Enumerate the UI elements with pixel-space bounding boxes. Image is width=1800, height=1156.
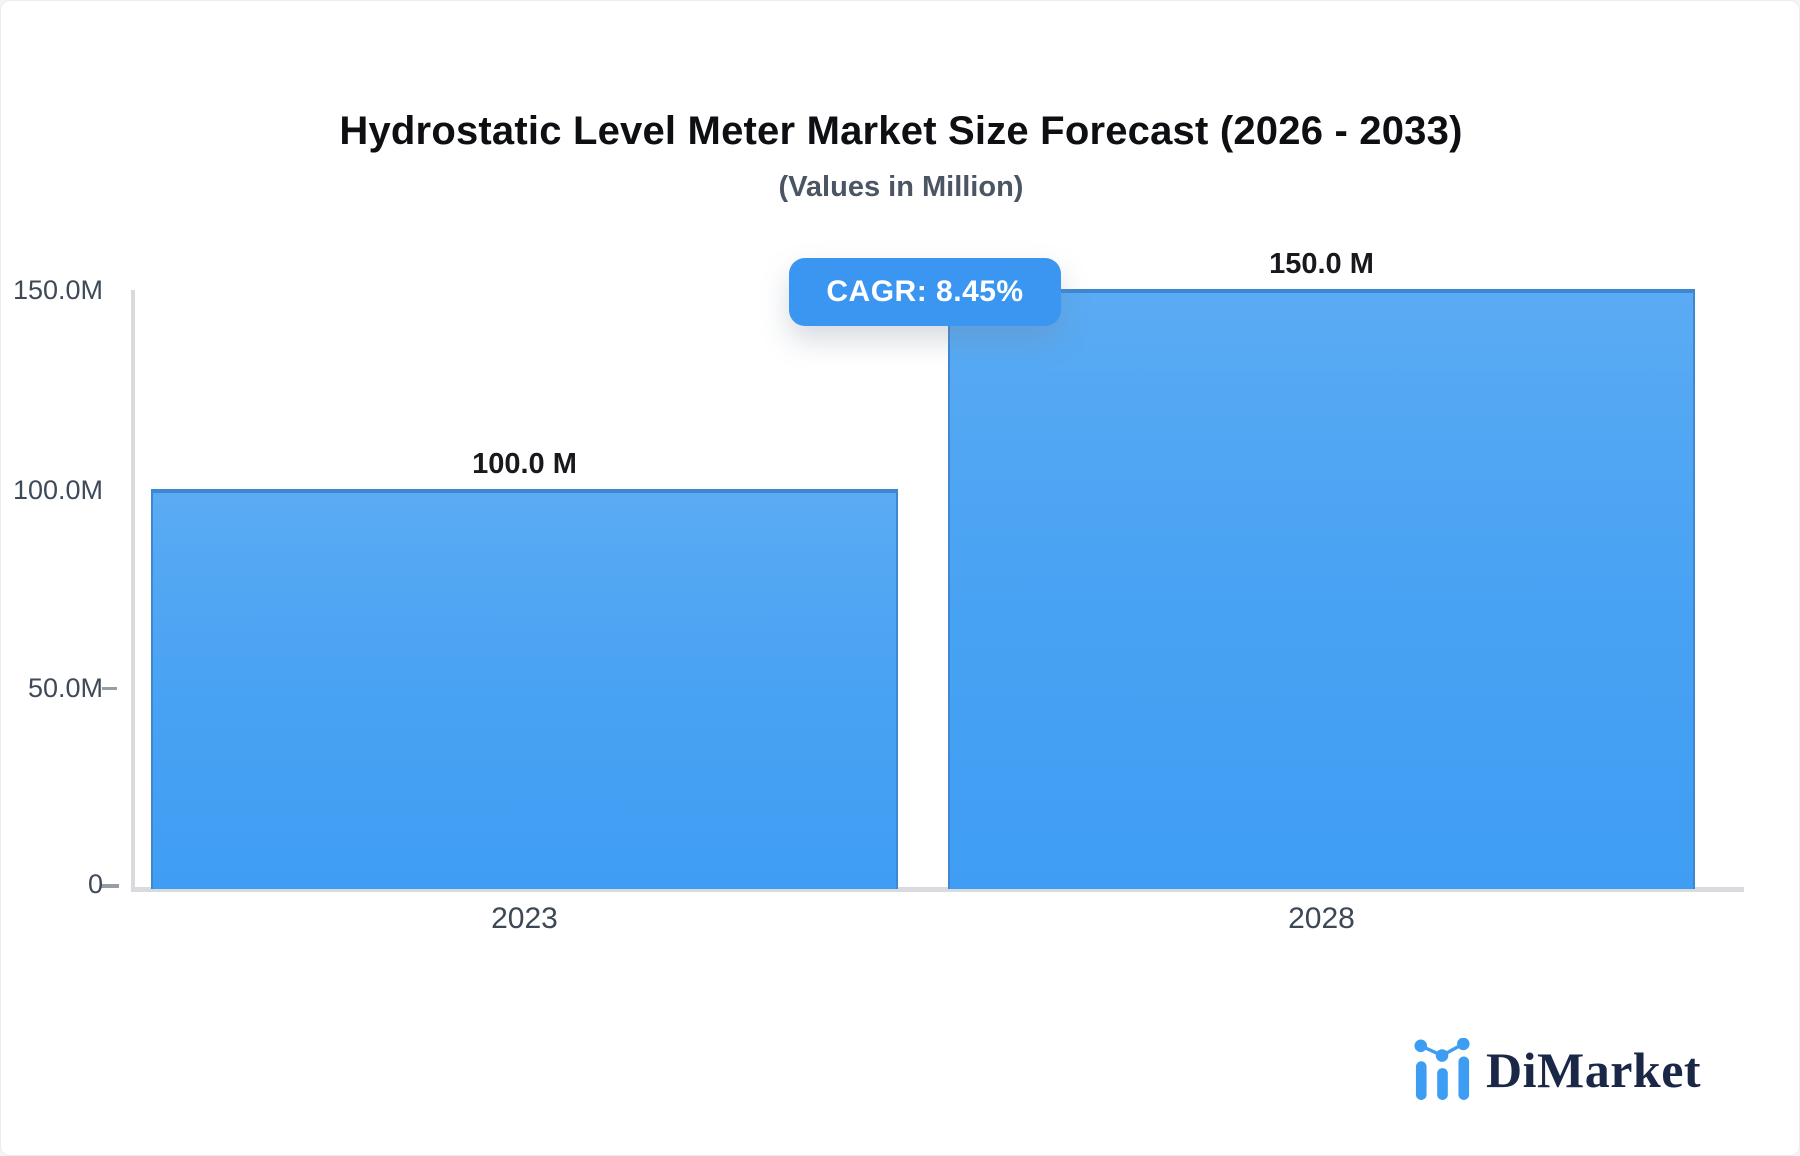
y-axis-label-0: 0: [87, 869, 103, 899]
y-axis-label-100: 100.0M: [12, 475, 103, 505]
y-axis-label-150: 150.0M: [12, 275, 103, 305]
brand-logo-text: DiMarket: [1486, 1042, 1702, 1098]
bar-value-label-2028: 150.0 M: [1269, 248, 1374, 280]
bar-2028: [948, 289, 1695, 889]
chart-title: Hydrostatic Level Meter Market Size Fore…: [339, 109, 1463, 153]
bar-chart-with-trend-dots-icon: [1414, 1038, 1472, 1102]
x-axis-label-2028: 2028: [1288, 902, 1355, 935]
cagr-badge: CAGR: 8.45%: [789, 258, 1061, 326]
x-axis-label-2023: 2023: [491, 902, 558, 935]
chart-subtitle: (Values in Million): [778, 171, 1024, 203]
y-axis-tick-0: [101, 884, 119, 888]
bar-2023: [151, 489, 898, 889]
cagr-badge-label: CAGR: 8.45%: [826, 275, 1024, 308]
bar-value-label-2023: 100.0 M: [472, 448, 577, 480]
brand-logo: DiMarket: [1414, 1037, 1701, 1103]
y-axis-line: [131, 290, 135, 892]
y-axis-tick-50: [102, 687, 117, 690]
y-axis-label-50: 50.0M: [27, 673, 103, 703]
x-axis-line: [131, 887, 1744, 892]
